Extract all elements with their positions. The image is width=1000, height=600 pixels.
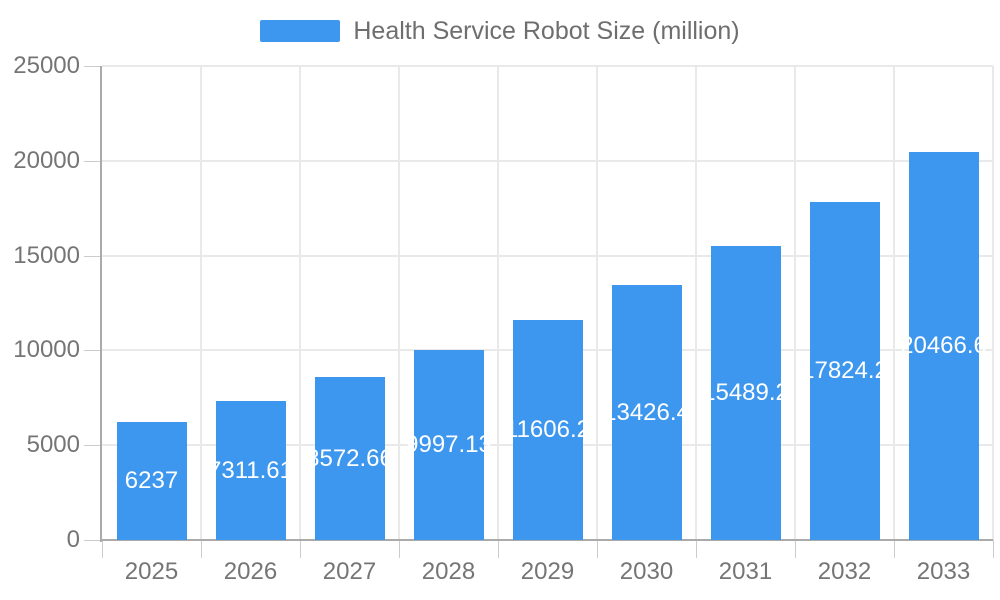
bar-value-label: 8572.66 [306, 444, 393, 472]
legend-swatch-icon [260, 20, 341, 42]
y-tick-label: 5000 [26, 431, 80, 459]
gridline-horizontal [102, 159, 993, 162]
x-tick-label: 2029 [520, 558, 575, 585]
bar-2033[interactable] [908, 151, 979, 540]
bar-value-label: 15489.2 [702, 379, 789, 407]
x-tick-label: 2032 [817, 558, 872, 585]
legend: Health Service Robot Size (million) [0, 17, 1000, 45]
y-tick-label: 15000 [13, 241, 80, 269]
gridline-vertical [299, 66, 301, 540]
gridline-vertical [497, 66, 499, 540]
gridline-vertical [992, 66, 994, 540]
bar-2026[interactable] [215, 401, 286, 540]
bar-value-label: 9997.13 [405, 431, 492, 459]
y-axis-tick [84, 445, 102, 447]
bar-2030[interactable] [611, 285, 682, 540]
x-axis-tick [201, 540, 202, 558]
x-axis-tick [300, 540, 301, 558]
y-axis-line [100, 66, 102, 542]
y-axis-tick [84, 160, 102, 162]
y-tick-label: 25000 [13, 52, 80, 79]
y-tick-label: 0 [66, 526, 80, 553]
x-axis-line [100, 539, 993, 541]
x-tick-label: 2031 [718, 558, 773, 585]
x-axis-tick [795, 540, 796, 558]
y-axis-tick [84, 66, 102, 67]
x-axis-tick [993, 540, 994, 558]
gridline-vertical [695, 66, 697, 540]
y-axis-tick [84, 350, 102, 352]
x-tick-label: 2028 [421, 558, 476, 585]
x-tick-label: 2030 [619, 558, 674, 585]
y-tick-label: 20000 [13, 146, 80, 174]
bar-2027[interactable] [314, 377, 385, 540]
x-tick-label: 2027 [322, 558, 377, 585]
legend-label: Health Service Robot Size (million) [353, 17, 740, 45]
x-axis-tick [696, 540, 697, 558]
bar-2028[interactable] [413, 350, 484, 540]
bar-value-label: 17824.2 [801, 357, 888, 385]
x-axis-tick [102, 540, 103, 558]
legend-item[interactable]: Health Service Robot Size (million) [260, 17, 740, 45]
gridline-vertical [794, 66, 796, 540]
gridline-vertical [596, 66, 598, 540]
x-tick-label: 2025 [124, 558, 179, 585]
x-axis-tick [498, 540, 499, 558]
bar-value-label: 20466.6 [900, 331, 987, 359]
x-axis-tick [399, 540, 400, 558]
bar-value-label: 7311.61 [208, 456, 293, 484]
bar-value-label: 6237 [124, 466, 179, 494]
y-tick-label: 10000 [13, 336, 80, 364]
gridline-horizontal [102, 254, 993, 257]
bar-value-label: 13426.4 [603, 398, 690, 426]
y-axis-tick [84, 540, 102, 541]
x-axis-tick [894, 540, 895, 558]
x-tick-label: 2026 [223, 558, 278, 585]
bar-2029[interactable] [512, 319, 583, 540]
bar-2025[interactable] [116, 421, 187, 540]
gridline-vertical [200, 66, 202, 540]
bar-2032[interactable] [809, 202, 880, 540]
gridline-vertical [893, 66, 895, 540]
y-axis-tick [84, 255, 102, 257]
bar-value-label: 11606.2 [505, 415, 590, 443]
gridline-horizontal [102, 65, 993, 67]
x-tick-label: 2033 [916, 558, 971, 585]
bar-2031[interactable] [710, 246, 781, 540]
gridline-vertical [398, 66, 400, 540]
x-axis-tick [597, 540, 598, 558]
